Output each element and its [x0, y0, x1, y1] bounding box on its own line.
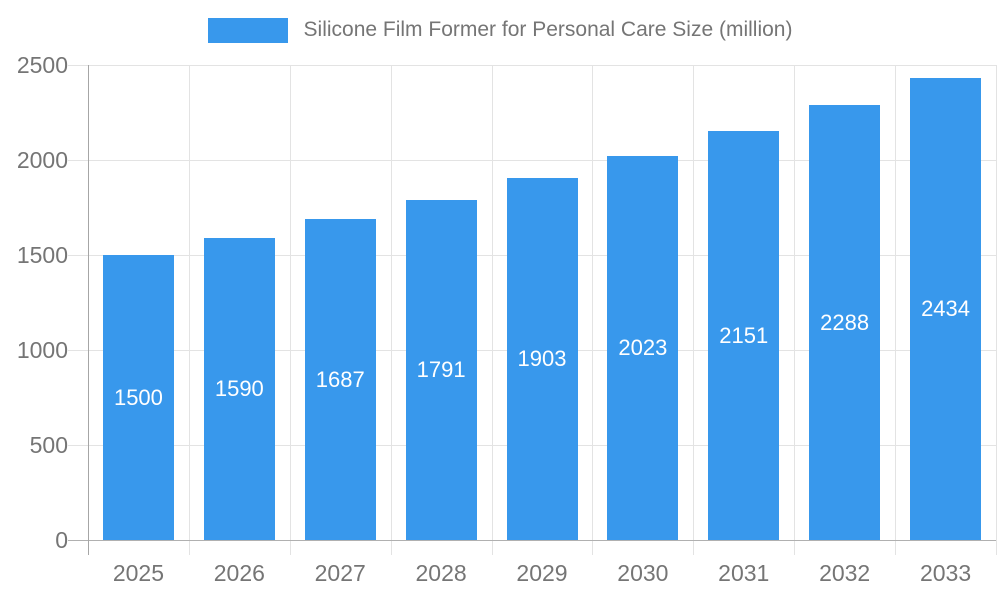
bar-2029: 1903: [506, 178, 578, 540]
y-axis-line: [88, 65, 89, 555]
gridline-vertical: [996, 65, 997, 555]
gridline-horizontal: [68, 160, 996, 161]
gridline-horizontal: [68, 65, 996, 66]
bar-2031: 2151: [708, 131, 780, 540]
bar-value-label: 2434: [921, 295, 971, 321]
gridline-vertical: [794, 65, 796, 555]
y-axis-tick-label: 2000: [16, 147, 68, 173]
y-axis-tick-label: 2500: [16, 52, 68, 78]
x-axis-tick-label: 2030: [617, 560, 669, 586]
plot-area: 0 500 1000 1500 2000 2500 1500 2025 1590 2026 1687…: [17, 52, 997, 586]
x-axis-tick-label: 2033: [919, 560, 972, 586]
bar-2033: 2434: [910, 77, 982, 540]
bar-value-label: 2023: [618, 334, 668, 360]
bar-2026: 1590: [203, 237, 275, 540]
gridline-vertical: [188, 65, 190, 555]
bar-value-label: 1791: [416, 356, 466, 382]
x-axis-tick-label: 2031: [718, 560, 770, 586]
bar-value-label: 1687: [315, 366, 365, 392]
x-axis-tick-label: 2027: [314, 560, 366, 586]
legend-swatch: [207, 17, 288, 43]
x-axis-tick-label: 2026: [213, 560, 265, 586]
gridline-vertical: [592, 65, 594, 555]
legend: Silicone Film Former for Personal Care S…: [0, 14, 1000, 46]
x-axis-tick-label: 2032: [819, 560, 871, 586]
gridline-vertical: [895, 65, 897, 555]
bar-value-label: 1903: [517, 346, 567, 372]
y-axis-tick-label: 0: [55, 527, 68, 553]
y-axis-tick-label: 500: [29, 432, 68, 458]
x-axis-tick-label: 2028: [415, 560, 467, 586]
bar-value-label: 1590: [214, 375, 264, 401]
bar-2025: 1500: [102, 255, 174, 540]
y-axis-tick-label: 1000: [16, 337, 68, 363]
bar-2027: 1687: [304, 219, 376, 540]
bar-value-label: 2288: [820, 309, 870, 335]
bar-2030: 2023: [607, 155, 679, 540]
bar-value-label: 1500: [113, 384, 163, 410]
gridline-vertical: [491, 65, 493, 555]
x-axis-line: [68, 540, 996, 541]
gridline-vertical: [390, 65, 392, 555]
bar-2032: 2288: [809, 105, 881, 540]
x-axis-tick-label: 2025: [112, 560, 165, 586]
x-axis-tick-label: 2029: [516, 560, 568, 586]
legend-label: Silicone Film Former for Personal Care S…: [303, 18, 793, 41]
y-axis-tick-label: 1500: [16, 242, 68, 268]
gridline-vertical: [693, 65, 695, 555]
gridline-vertical: [289, 65, 291, 555]
bar-value-label: 2151: [719, 322, 769, 348]
bar-2028: 1791: [405, 199, 477, 540]
